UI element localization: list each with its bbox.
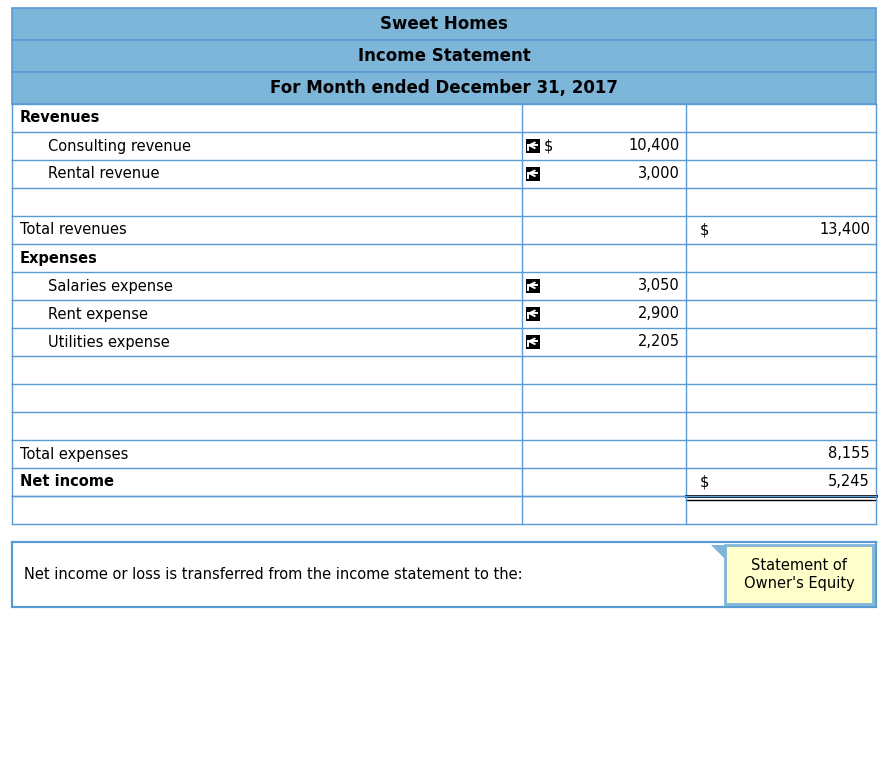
Text: 3,050: 3,050 (638, 278, 680, 294)
Text: $: $ (700, 223, 709, 237)
Bar (526, 139, 540, 153)
Bar (12, 384, 876, 412)
Bar (526, 307, 540, 321)
Bar (526, 279, 540, 293)
Bar (12, 468, 876, 496)
Text: Total revenues: Total revenues (20, 223, 126, 237)
Text: $: $ (700, 475, 709, 489)
Text: 5,245: 5,245 (829, 475, 870, 489)
Text: 3,000: 3,000 (638, 166, 680, 182)
Bar (12, 300, 876, 328)
Bar (725, 545, 873, 604)
Text: Revenues: Revenues (20, 111, 101, 125)
Text: Rent expense: Rent expense (48, 307, 148, 322)
Bar (12, 272, 876, 300)
Bar (12, 40, 876, 72)
Bar (12, 356, 876, 384)
Text: Total expenses: Total expenses (20, 447, 128, 461)
Bar (12, 496, 876, 524)
Bar (12, 160, 876, 188)
Text: Net income or loss is transferred from the income statement to the:: Net income or loss is transferred from t… (24, 567, 522, 582)
Text: For Month ended December 31, 2017: For Month ended December 31, 2017 (270, 79, 618, 97)
Text: Expenses: Expenses (20, 250, 98, 265)
Text: Net income: Net income (20, 475, 114, 489)
Bar (12, 328, 876, 356)
Bar (12, 440, 876, 468)
Text: Statement of
Owner's Equity: Statement of Owner's Equity (744, 558, 854, 591)
Bar (12, 132, 876, 160)
Bar (12, 104, 876, 132)
Bar (12, 412, 876, 440)
Text: Salaries expense: Salaries expense (48, 278, 173, 294)
Text: 13,400: 13,400 (819, 223, 870, 237)
Text: Rental revenue: Rental revenue (48, 166, 159, 182)
Polygon shape (711, 545, 725, 559)
Text: 8,155: 8,155 (829, 447, 870, 461)
Bar (12, 244, 876, 272)
Bar (12, 72, 876, 104)
Text: 2,900: 2,900 (638, 307, 680, 322)
Bar (526, 335, 540, 349)
Text: $: $ (544, 138, 554, 154)
Text: Utilities expense: Utilities expense (48, 335, 170, 349)
Text: Consulting revenue: Consulting revenue (48, 138, 191, 154)
Text: 2,205: 2,205 (638, 335, 680, 349)
Text: 10,400: 10,400 (628, 138, 680, 154)
Bar (12, 542, 876, 607)
Text: Sweet Homes: Sweet Homes (380, 15, 508, 33)
Bar (12, 188, 876, 216)
Text: Income Statement: Income Statement (358, 47, 530, 65)
Bar (526, 167, 540, 181)
Bar (12, 8, 876, 40)
Bar (12, 216, 876, 244)
